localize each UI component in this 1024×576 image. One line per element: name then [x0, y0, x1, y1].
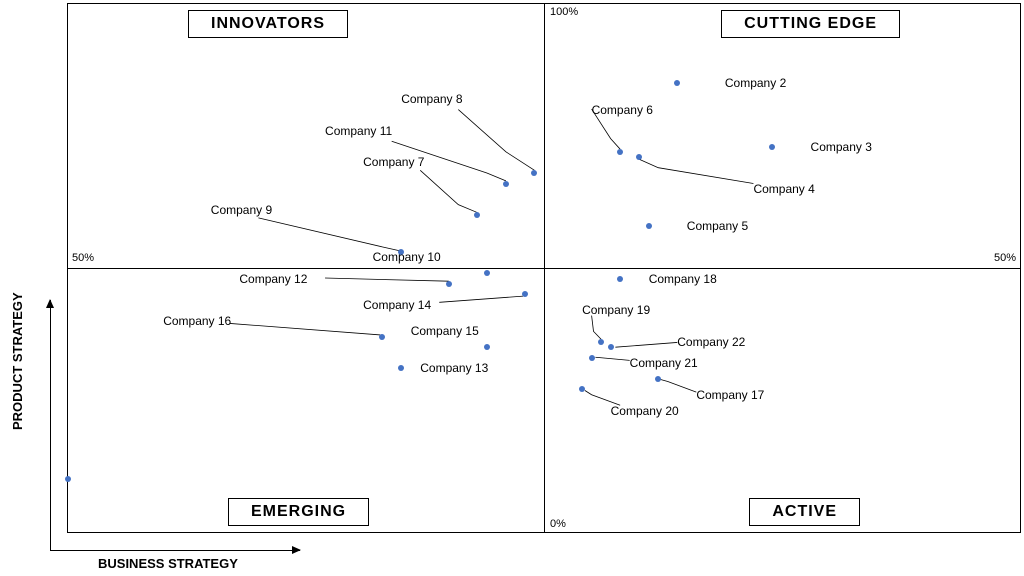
data-point	[531, 170, 537, 176]
data-point-label: Company 7	[363, 156, 424, 168]
scatter-plot: INNOVATORS CUTTING EDGE EMERGING ACTIVE …	[67, 3, 1021, 533]
data-point	[503, 181, 509, 187]
data-point	[655, 376, 661, 382]
quadrant-bottom-left: EMERGING	[228, 498, 369, 526]
data-point-label: Company 21	[630, 357, 698, 369]
data-point	[608, 344, 614, 350]
data-point	[598, 339, 604, 345]
data-point-label: Company 17	[696, 389, 764, 401]
data-point-label: Company 3	[811, 141, 872, 153]
data-point-label: Company 13	[420, 362, 488, 374]
data-point	[674, 80, 680, 86]
quadrant-bottom-right: ACTIVE	[749, 498, 860, 526]
data-point-label: Company 9	[211, 204, 272, 216]
data-point	[646, 223, 652, 229]
data-point-label: Company 20	[611, 405, 679, 417]
y-axis-arrow	[50, 300, 51, 550]
x-axis-label: BUSINESS STRATEGY	[98, 556, 238, 571]
tick-x-right: 50%	[994, 252, 1016, 264]
tick-y-top: 100%	[550, 6, 578, 18]
data-point	[484, 344, 490, 350]
data-point	[65, 476, 71, 482]
data-point-label: Company 11	[325, 125, 392, 137]
data-point	[446, 281, 452, 287]
data-point-label: Company 10	[373, 251, 441, 263]
data-point-label: Company 19	[582, 304, 650, 316]
tick-y-bottom: 0%	[550, 518, 566, 530]
data-point	[474, 212, 480, 218]
data-point	[379, 334, 385, 340]
data-point-label: Company 6	[592, 104, 653, 116]
data-point-label: Company 2	[725, 77, 786, 89]
data-point-label: Company 18	[649, 273, 717, 285]
data-point-label: Company 12	[239, 273, 307, 285]
data-point	[769, 144, 775, 150]
data-point	[617, 276, 623, 282]
data-point	[522, 291, 528, 297]
data-point-label: Company 5	[687, 220, 748, 232]
quadrant-top-right: CUTTING EDGE	[721, 10, 900, 38]
data-point	[484, 270, 490, 276]
data-point-label: Company 8	[401, 93, 462, 105]
y-axis-label: PRODUCT STRATEGY	[10, 292, 25, 430]
data-point-label: Company 4	[753, 183, 814, 195]
axis-vertical	[544, 4, 545, 532]
data-point-label: Company 14	[363, 299, 431, 311]
data-point	[589, 355, 595, 361]
data-point-label: Company 22	[677, 336, 745, 348]
data-point-label: Company 16	[163, 315, 231, 327]
data-point-label: Company 15	[411, 325, 479, 337]
quadrant-top-left: INNOVATORS	[188, 10, 348, 38]
data-point	[636, 154, 642, 160]
data-point	[398, 365, 404, 371]
data-point	[579, 386, 585, 392]
data-point	[617, 149, 623, 155]
x-axis-arrow	[50, 550, 300, 551]
tick-x-left: 50%	[72, 252, 94, 264]
